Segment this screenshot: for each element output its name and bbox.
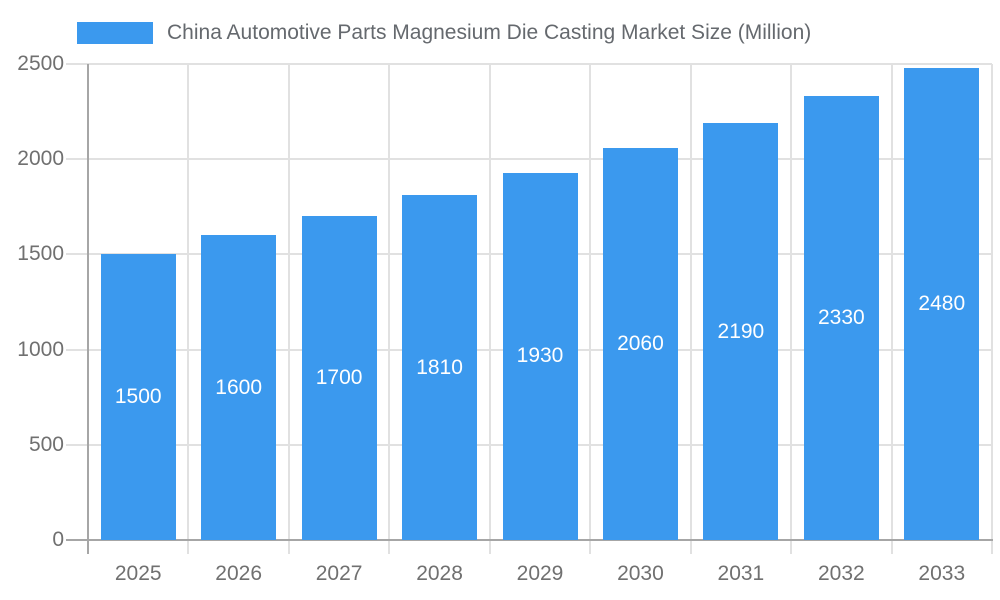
bar-2031[interactable] [703,123,779,540]
x-gridline [890,64,893,554]
bar-value-label: 1600 [215,375,263,399]
bar-2027[interactable] [301,216,377,540]
bar-2025[interactable] [100,254,176,540]
x-gridline [991,64,993,554]
bar-value-label: 1810 [416,355,463,379]
bar-value-label: 2190 [717,319,765,343]
bar-2029[interactable] [502,172,578,540]
x-tick-label: 2027 [315,562,363,585]
y-axis-line [87,64,89,554]
x-gridline [287,64,290,554]
bar-2026[interactable] [201,235,277,540]
x-tick-label: 2028 [416,562,463,585]
bar-value-label: 1700 [315,366,363,390]
y-tick-label: 0 [52,528,64,551]
x-tick-label: 2031 [717,562,765,585]
x-tick-label: 2026 [215,562,263,585]
legend-label: China Automotive Parts Magnesium Die Cas… [167,21,812,44]
y-tick-label: 2500 [17,52,64,75]
y-tick-label: 1000 [17,337,64,361]
bar-2032[interactable] [803,96,879,540]
bar-2033[interactable] [904,67,980,540]
y-tick-label: 2000 [17,147,64,171]
x-tick-label: 2029 [516,562,564,585]
bar-value-label: 1500 [114,385,162,409]
x-gridline [689,64,692,554]
legend-item[interactable]: China Automotive Parts Magnesium Die Cas… [77,20,811,46]
x-gridline [589,64,592,554]
x-axis-line [66,539,993,541]
bar-value-label: 2330 [817,306,865,330]
legend-swatch [77,22,153,44]
x-gridline [790,64,793,554]
x-gridline [187,64,190,554]
bar-value-label: 2480 [918,291,966,315]
bar-2028[interactable] [402,195,478,540]
x-tick-label: 2025 [114,562,162,585]
y-tick-label: 1500 [17,242,64,266]
x-tick-label: 2030 [617,562,664,585]
bar-value-label: 2060 [617,331,664,355]
x-gridline [388,64,391,554]
y-gridline [66,158,992,161]
x-tick-label: 2032 [817,562,865,585]
x-gridline [488,64,491,554]
y-gridline [66,63,992,65]
bar-2030[interactable] [602,147,678,540]
x-tick-label: 2033 [918,562,966,585]
y-tick-label: 500 [28,432,64,456]
bar-value-label: 1930 [516,344,564,368]
